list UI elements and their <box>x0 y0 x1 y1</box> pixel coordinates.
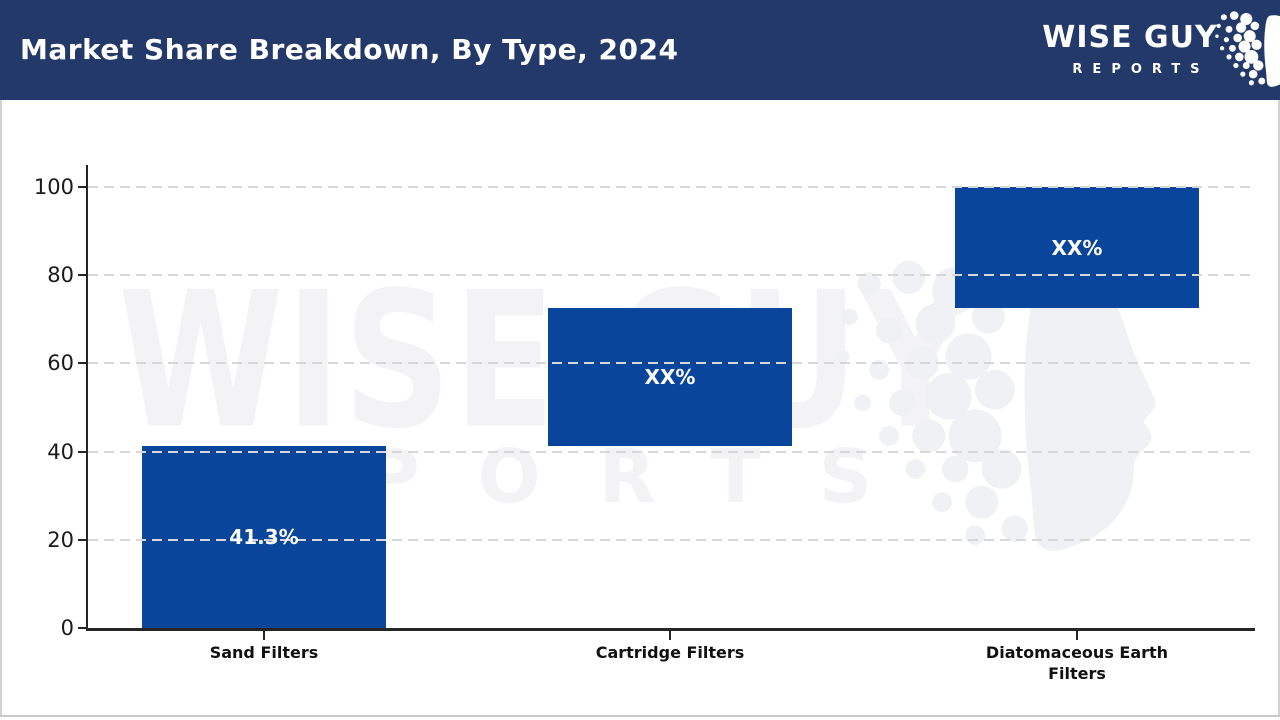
header: Market Share Breakdown, By Type, 2024 WI… <box>0 0 1280 100</box>
bar-cartridge-filters <box>548 308 792 446</box>
gridline-100 <box>88 186 1255 188</box>
gridline-40 <box>88 450 1255 453</box>
x-axis-label-cartridge-filters: Cartridge Filters <box>595 643 745 662</box>
x-axis-label-sand-filters: Sand Filters <box>209 643 319 662</box>
x-axis-line <box>86 628 1255 631</box>
watermark-wordmark: WISE GUY <box>118 253 972 471</box>
bar-value-label-sand-filters: 41.3% <box>229 524 299 549</box>
chart-plot-area: 0 20 40 60 80 100 41.3% Sand Filters XX% Cartridg… <box>0 100 1280 716</box>
y-axis-tick-label: 60 <box>47 351 74 376</box>
y-axis-tick <box>78 186 86 188</box>
y-axis-line <box>86 165 88 631</box>
gridline-60 <box>88 362 1255 365</box>
logo-wordmark: WISE GUY <box>1042 20 1218 55</box>
wise-guy-reports-logo: WISE GUY REPORTS <box>1030 0 1280 100</box>
y-axis-tick <box>78 450 86 453</box>
y-axis-tick-label: 0 <box>60 616 74 640</box>
y-axis-tick <box>78 627 86 629</box>
bottom-border <box>0 715 1280 717</box>
bar-value-label-cartridge-filters: XX% <box>644 365 696 390</box>
bar-sand-filters <box>142 445 386 628</box>
y-axis-tick <box>78 538 86 541</box>
y-axis-tick-label: 100 <box>33 175 74 199</box>
gridline-80 <box>88 274 1255 277</box>
gridline-20 <box>88 538 1255 541</box>
logo-subtitle: REPORTS <box>1072 62 1210 77</box>
page-title: Market Share Breakdown, By Type, 2024 <box>20 33 679 66</box>
bar-value-label-diatomaceous-earth-filters: XX% <box>1051 235 1103 260</box>
y-axis-tick <box>78 274 86 277</box>
x-axis-label-diatomaceous-earth-filters: Diatomaceous Earth Filters <box>985 643 1169 683</box>
y-axis-tick-label: 40 <box>47 439 74 464</box>
y-axis-tick <box>78 362 86 365</box>
y-axis-tick-label: 80 <box>47 263 74 288</box>
x-axis-tick <box>263 631 265 640</box>
right-border <box>1278 100 1280 716</box>
bar-diatomaceous-earth-filters <box>955 187 1199 309</box>
x-axis-tick <box>1076 631 1078 640</box>
dotted-head-icon <box>1198 5 1280 95</box>
y-axis-tick-label: 20 <box>47 527 74 552</box>
x-axis-tick <box>669 631 671 640</box>
left-border <box>0 100 2 716</box>
